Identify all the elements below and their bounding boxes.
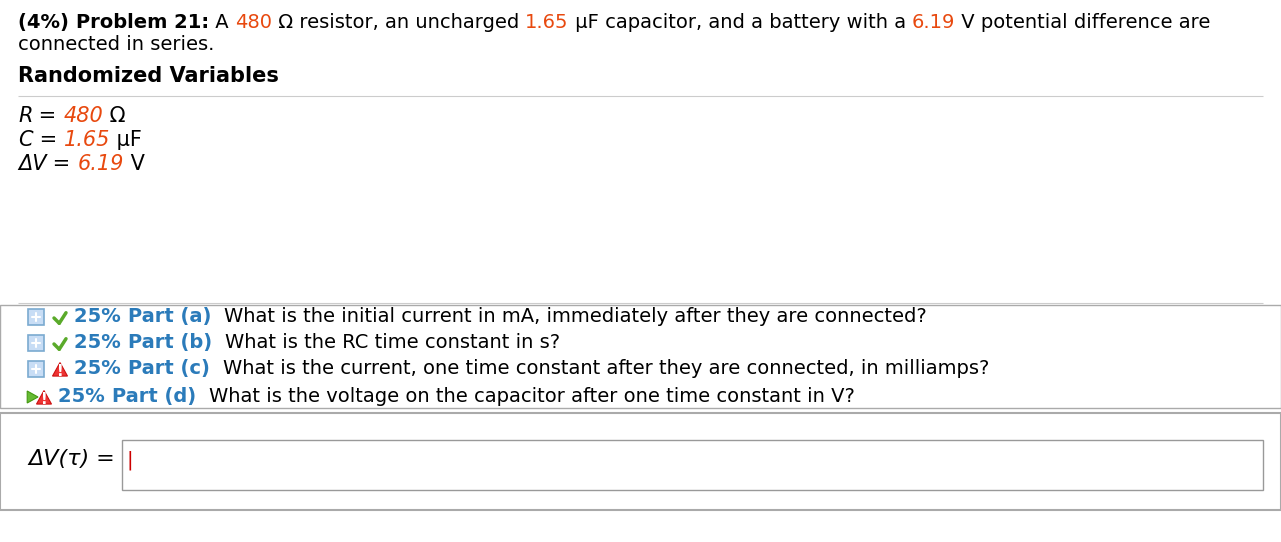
- Text: Ω resistor, an uncharged: Ω resistor, an uncharged: [272, 13, 525, 32]
- Text: What is the RC time constant in s?: What is the RC time constant in s?: [225, 333, 560, 352]
- Text: connected in series.: connected in series.: [18, 35, 214, 54]
- Text: What is the current, one time constant after they are connected, in milliamps?: What is the current, one time constant a…: [223, 359, 989, 378]
- Text: ΔV: ΔV: [18, 154, 46, 174]
- Text: μF capacitor, and a battery with a: μF capacitor, and a battery with a: [569, 13, 912, 32]
- FancyBboxPatch shape: [28, 361, 44, 377]
- FancyBboxPatch shape: [0, 305, 1281, 408]
- Text: ΔV(τ): ΔV(τ): [28, 449, 90, 469]
- Polygon shape: [36, 391, 51, 404]
- Text: Part (b): Part (b): [128, 333, 225, 352]
- Text: 1.65: 1.65: [525, 13, 569, 32]
- Text: Part (c): Part (c): [128, 359, 223, 378]
- Text: !: !: [56, 364, 63, 379]
- Polygon shape: [27, 391, 38, 403]
- Text: 1.65: 1.65: [64, 130, 110, 150]
- Text: R: R: [18, 106, 32, 126]
- Text: A: A: [209, 13, 234, 32]
- Text: μF: μF: [110, 130, 142, 150]
- Text: 6.19: 6.19: [912, 13, 956, 32]
- FancyBboxPatch shape: [0, 413, 1281, 510]
- Text: !: !: [41, 392, 47, 407]
- FancyBboxPatch shape: [122, 440, 1263, 490]
- Text: =: =: [32, 130, 64, 150]
- FancyBboxPatch shape: [28, 335, 44, 351]
- Text: Ω: Ω: [104, 106, 126, 126]
- Text: 25%: 25%: [74, 307, 128, 326]
- FancyBboxPatch shape: [28, 309, 44, 325]
- Text: =: =: [46, 154, 77, 174]
- Text: What is the voltage on the capacitor after one time constant in V?: What is the voltage on the capacitor aft…: [209, 387, 854, 406]
- Text: 25%: 25%: [74, 333, 128, 352]
- Text: V potential difference are: V potential difference are: [956, 13, 1211, 32]
- Text: Part (d): Part (d): [111, 387, 209, 406]
- Text: 480: 480: [234, 13, 272, 32]
- Text: Problem 21:: Problem 21:: [76, 13, 209, 32]
- Text: 480: 480: [63, 106, 104, 126]
- Text: C: C: [18, 130, 32, 150]
- Text: 25%: 25%: [58, 387, 111, 406]
- Text: Part (a): Part (a): [128, 307, 224, 326]
- Text: Randomized Variables: Randomized Variables: [18, 66, 279, 86]
- Text: V: V: [124, 154, 145, 174]
- Text: What is the initial current in mA, immediately after they are connected?: What is the initial current in mA, immed…: [224, 307, 927, 326]
- Text: =: =: [90, 449, 122, 469]
- Text: (4%): (4%): [18, 13, 76, 32]
- Text: =: =: [32, 106, 63, 126]
- Text: 25%: 25%: [74, 359, 128, 378]
- Text: 6.19: 6.19: [77, 154, 124, 174]
- Polygon shape: [53, 363, 68, 376]
- Text: |: |: [127, 450, 133, 469]
